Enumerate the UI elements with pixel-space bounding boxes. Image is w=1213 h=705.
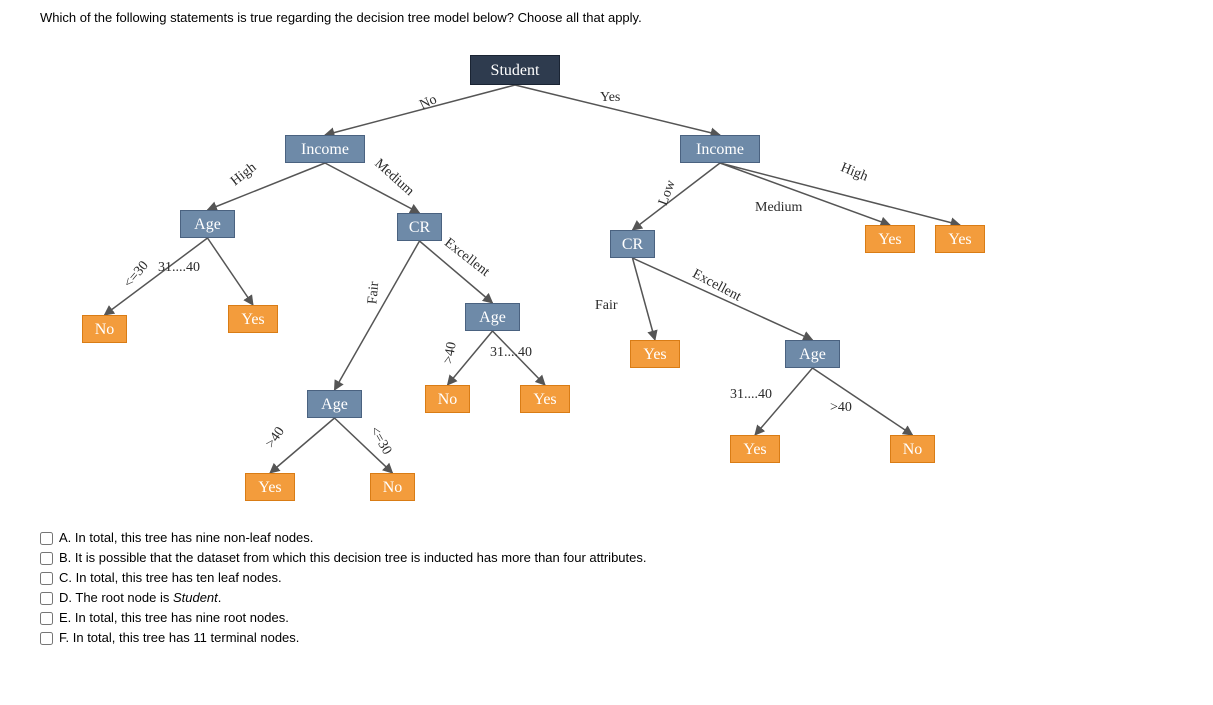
- tree-node-yes_r1: Yes: [865, 225, 915, 253]
- tree-node-no_age3: No: [425, 385, 470, 413]
- tree-node-cr_l: CR: [397, 213, 442, 241]
- tree-node-student: Student: [470, 55, 560, 85]
- option-text: D. The root node is Student.: [59, 590, 221, 605]
- edge-label: >40: [263, 424, 289, 451]
- option-checkbox[interactable]: [40, 612, 53, 625]
- edge-label: Excellent: [441, 235, 493, 280]
- edge-label: >40: [830, 400, 852, 416]
- tree-node-yes_age2: Yes: [245, 473, 295, 501]
- option-checkbox[interactable]: [40, 572, 53, 585]
- tree-node-age_1: Age: [180, 210, 235, 238]
- edge-label: Medium: [371, 156, 417, 200]
- tree-node-income_r: Income: [680, 135, 760, 163]
- tree-node-income_l: Income: [285, 135, 365, 163]
- tree-node-no_1: No: [82, 315, 127, 343]
- edge-label: High: [838, 160, 870, 185]
- edge-label: 31....40: [730, 387, 772, 403]
- option-text: C. In total, this tree has ten leaf node…: [59, 570, 282, 585]
- option-checkbox[interactable]: [40, 552, 53, 565]
- edge-label: 31....40: [490, 345, 532, 361]
- answer-option[interactable]: F. In total, this tree has 11 terminal n…: [40, 630, 1173, 645]
- edge-label: >40: [441, 341, 461, 365]
- tree-node-no_age2: No: [370, 473, 415, 501]
- edge-label: Fair: [365, 281, 383, 305]
- answer-option[interactable]: B. It is possible that the dataset from …: [40, 550, 1173, 565]
- option-text: A. In total, this tree has nine non-leaf…: [59, 530, 313, 545]
- question-text: Which of the following statements is tru…: [40, 10, 1173, 25]
- option-checkbox[interactable]: [40, 632, 53, 645]
- tree-node-yes_r2: Yes: [935, 225, 985, 253]
- tree-node-yes_cr: Yes: [630, 340, 680, 368]
- answer-option[interactable]: D. The root node is Student.: [40, 590, 1173, 605]
- tree-node-age_3: Age: [465, 303, 520, 331]
- edge-label: <=30: [366, 424, 395, 458]
- option-checkbox[interactable]: [40, 532, 53, 545]
- option-checkbox[interactable]: [40, 592, 53, 605]
- edge-label: High: [228, 160, 260, 190]
- decision-tree-diagram: Student Income Income Age CR CR Yes Yes No Yes Age…: [40, 35, 1040, 515]
- answer-options: A. In total, this tree has nine non-leaf…: [40, 530, 1173, 645]
- edge-label: 31....40: [158, 260, 200, 276]
- tree-node-yes_age3: Yes: [520, 385, 570, 413]
- edge-label: Medium: [755, 200, 802, 216]
- option-text: E. In total, this tree has nine root nod…: [59, 610, 289, 625]
- edge-label: Low: [656, 178, 680, 208]
- edge-label: Yes: [600, 90, 620, 106]
- tree-node-cr_r: CR: [610, 230, 655, 258]
- tree-node-yes_age4: Yes: [730, 435, 780, 463]
- edge-label: No: [417, 92, 439, 114]
- edge-label: Fair: [595, 298, 618, 314]
- answer-option[interactable]: C. In total, this tree has ten leaf node…: [40, 570, 1173, 585]
- tree-node-no_age4: No: [890, 435, 935, 463]
- option-text: F. In total, this tree has 11 terminal n…: [59, 630, 299, 645]
- tree-node-age_2: Age: [307, 390, 362, 418]
- tree-node-age_4: Age: [785, 340, 840, 368]
- edge-label: <=30: [121, 258, 152, 291]
- edge-label: Excellent: [689, 267, 743, 306]
- answer-option[interactable]: E. In total, this tree has nine root nod…: [40, 610, 1173, 625]
- tree-node-yes_1: Yes: [228, 305, 278, 333]
- option-text: B. It is possible that the dataset from …: [59, 550, 646, 565]
- answer-option[interactable]: A. In total, this tree has nine non-leaf…: [40, 530, 1173, 545]
